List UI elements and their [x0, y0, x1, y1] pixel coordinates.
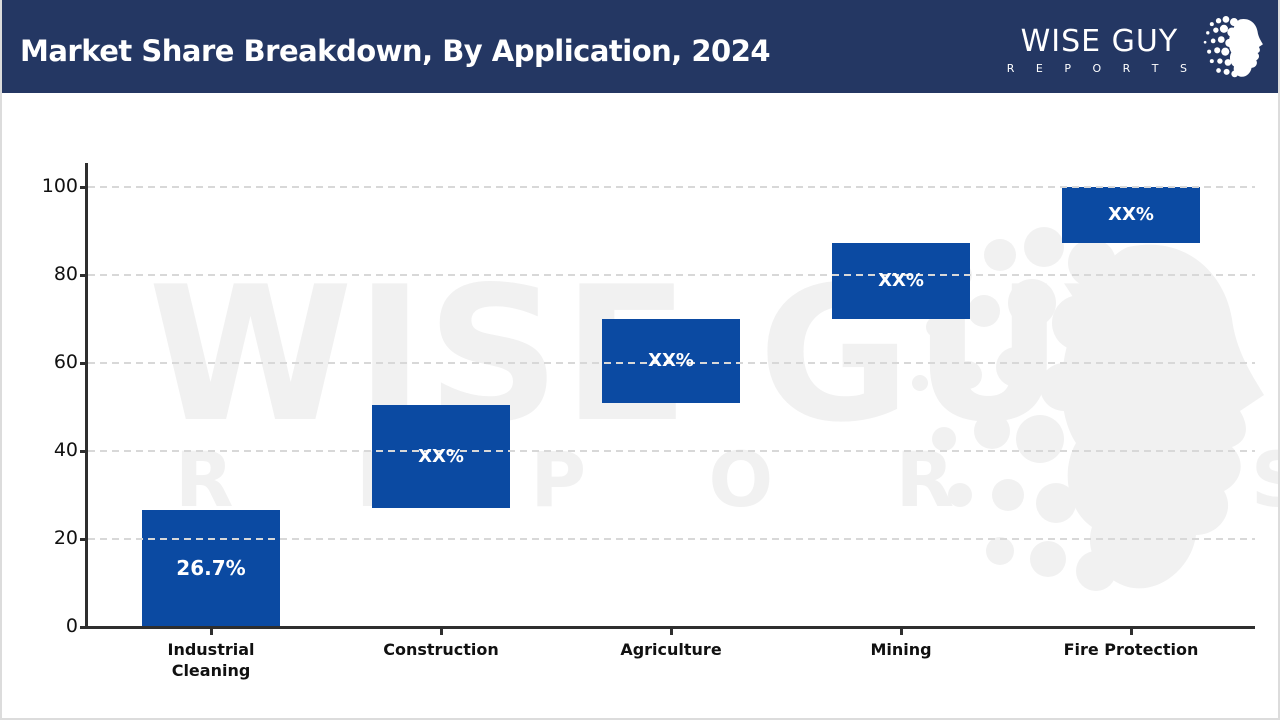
- y-axis-tick-label: 0: [65, 615, 78, 637]
- bar-value-label: XX%: [1108, 204, 1154, 226]
- x-axis-category-label: Industrial Cleaning: [167, 640, 255, 680]
- y-axis-tick-label: 80: [53, 263, 78, 285]
- y-axis-tick-label: 60: [53, 351, 78, 373]
- x-axis-tick-mark: [1130, 627, 1133, 635]
- y-gridline: [88, 362, 1255, 364]
- x-axis-tick-mark: [900, 627, 903, 635]
- y-axis-tick-label: 20: [53, 527, 78, 549]
- x-axis-tick-mark: [210, 627, 213, 635]
- brand-subname: R E P O R T S: [1006, 61, 1196, 75]
- bar-value-label: XX%: [878, 270, 924, 292]
- y-axis-tick-mark: [80, 186, 88, 189]
- x-axis-category-label: Mining: [870, 640, 932, 659]
- y-gridline: [88, 186, 1255, 188]
- brand-logo: WISE GUY R E P O R T S: [1003, 14, 1266, 88]
- bar: [142, 509, 280, 627]
- x-axis-category-label: Agriculture: [620, 640, 722, 659]
- brand-logo-text: WISE GUY R E P O R T S: [1003, 23, 1196, 75]
- y-axis-tick-mark: [80, 538, 88, 541]
- y-gridline: [88, 274, 1255, 276]
- bar-value-label: XX%: [648, 350, 694, 372]
- bar-value-label: XX%: [418, 445, 464, 467]
- bar: [602, 319, 740, 403]
- y-axis-line: [85, 163, 88, 629]
- y-axis-tick-label: 100: [41, 175, 78, 197]
- brand-head-icon: [1203, 15, 1263, 77]
- brand-name: WISE GUY: [1020, 23, 1179, 59]
- x-axis-tick-mark: [670, 627, 673, 635]
- y-gridline: [88, 538, 1255, 540]
- x-axis-tick-mark: [440, 627, 443, 635]
- page-title: Market Share Breakdown, By Application, …: [20, 33, 771, 68]
- y-axis-tick-mark: [80, 274, 88, 277]
- y-axis-tick-mark: [80, 626, 88, 629]
- y-axis-tick-mark: [80, 450, 88, 453]
- y-axis-tick-label: 40: [53, 439, 78, 461]
- bar: [372, 404, 510, 509]
- y-gridline: [88, 450, 1255, 452]
- bar: [1062, 187, 1200, 243]
- y-axis-tick-mark: [80, 362, 88, 365]
- x-axis-category-label: Construction: [383, 640, 499, 659]
- bar-value-label: 26.7%: [176, 556, 246, 581]
- header-bar: Market Share Breakdown, By Application, …: [0, 0, 1280, 93]
- bar: [832, 242, 970, 319]
- x-axis-line: [85, 626, 1255, 629]
- x-axis-category-label: Fire Protection: [1063, 640, 1199, 659]
